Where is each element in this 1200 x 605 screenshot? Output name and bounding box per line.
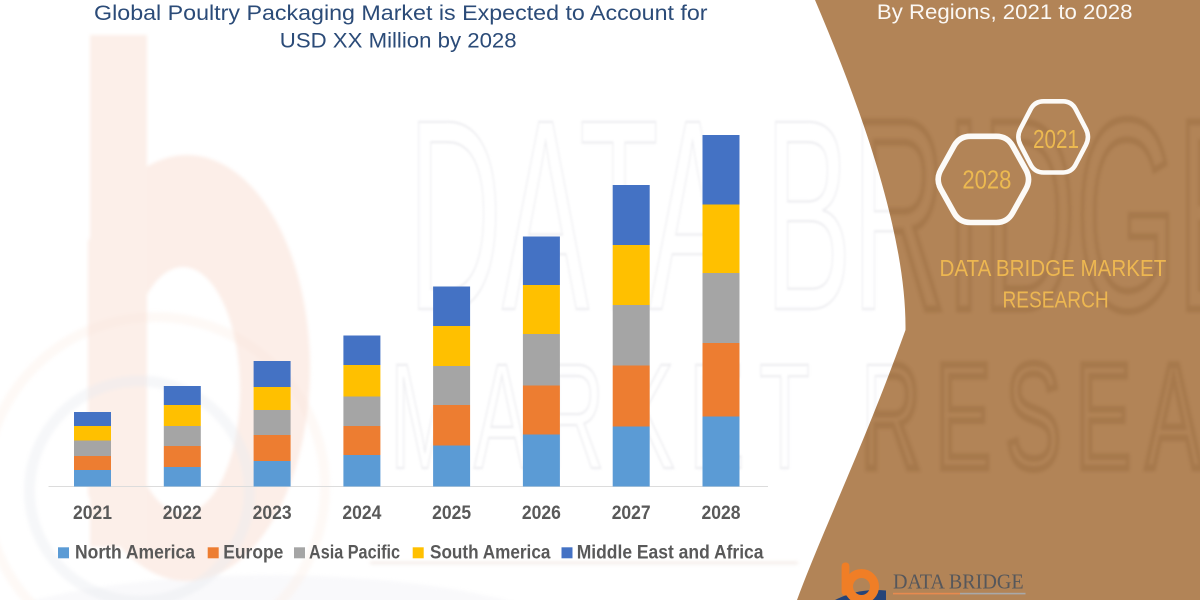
svg-text:RESEARCH: RESEARCH (1002, 287, 1108, 313)
svg-text:Middle East and Africa: Middle East and Africa (577, 542, 764, 563)
svg-text:2023: 2023 (253, 503, 292, 524)
svg-text:By Regions, 2021 to 2028: By Regions, 2021 to 2028 (877, 0, 1133, 24)
svg-text:USD XX Million by 2028: USD XX Million by 2028 (280, 29, 517, 53)
svg-text:2028: 2028 (702, 503, 741, 524)
svg-text:North America: North America (75, 542, 195, 563)
svg-text:Europe: Europe (223, 542, 283, 563)
svg-text:2024: 2024 (342, 503, 381, 524)
svg-text:Global Poultry Packaging Marke: Global Poultry Packaging Market is Expec… (94, 1, 707, 25)
svg-text:2028: 2028 (962, 167, 1011, 195)
svg-text:2022: 2022 (163, 503, 202, 524)
svg-text:2021: 2021 (1033, 126, 1079, 154)
svg-text:DATA BRIDGE: DATA BRIDGE (893, 570, 1024, 594)
svg-text:Asia Pacific: Asia Pacific (309, 542, 400, 563)
svg-text:DATA BRIDGE MARKET: DATA BRIDGE MARKET (940, 255, 1167, 281)
svg-text:2021: 2021 (73, 503, 112, 524)
svg-text:2025: 2025 (432, 503, 471, 524)
svg-text:2027: 2027 (612, 503, 651, 524)
svg-text:2026: 2026 (522, 503, 561, 524)
svg-text:South America: South America (430, 542, 551, 563)
